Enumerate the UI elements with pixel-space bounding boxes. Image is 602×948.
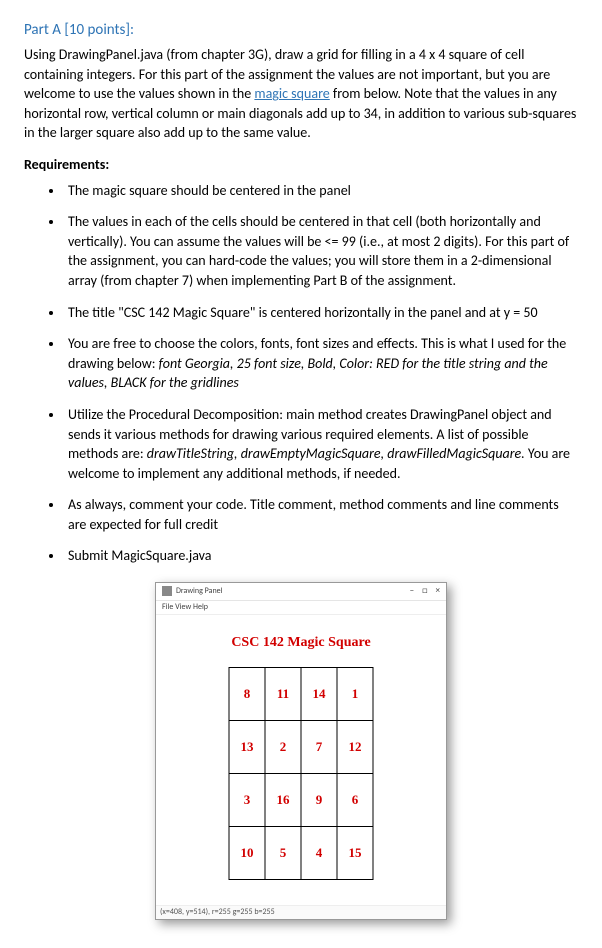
panel-menu[interactable]: File View Help — [156, 601, 446, 615]
grid-cell: 5 — [265, 826, 301, 879]
list-item: As always, comment your code. Title comm… — [64, 495, 578, 534]
magic-square-link[interactable]: magic square — [254, 85, 329, 102]
minimize-button[interactable]: – — [410, 585, 414, 598]
grid-cell: 15 — [337, 826, 373, 879]
requirements-heading: Requirements: — [24, 155, 578, 175]
grid-cell: 1 — [337, 667, 373, 720]
close-button[interactable]: × — [436, 585, 440, 598]
list-item-italic: drawTitleString, drawEmptyMagicSquare, d… — [147, 445, 525, 462]
window-title: Drawing Panel — [176, 586, 222, 597]
list-item-text: The title "CSC 142 Magic Square" is cent… — [68, 304, 538, 321]
list-item-text: As always, comment your code. Title comm… — [68, 496, 559, 533]
grid-cell: 2 — [265, 720, 301, 773]
panel-status-bar: (x=408, y=514), r=255 g=255 b=255 — [156, 905, 446, 919]
app-icon — [162, 586, 172, 596]
grid-row: 13 2 7 12 — [229, 720, 373, 773]
grid-cell: 16 — [265, 773, 301, 826]
list-item-text: Submit MagicSquare.java — [68, 547, 212, 564]
grid-cell: 6 — [337, 773, 373, 826]
grid-row: 3 16 9 6 — [229, 773, 373, 826]
grid-cell: 13 — [229, 720, 265, 773]
grid-row: 8 11 14 1 — [229, 667, 373, 720]
grid-cell: 8 — [229, 667, 265, 720]
requirements-list: The magic square should be centered in t… — [24, 181, 578, 567]
drawing-panel-window: Drawing Panel – □ × File View Help CSC 1… — [155, 582, 447, 920]
grid-cell: 9 — [301, 773, 337, 826]
grid-cell: 14 — [301, 667, 337, 720]
grid-cell: 11 — [265, 667, 301, 720]
panel-canvas: CSC 142 Magic Square 8 11 14 1 13 2 7 12… — [156, 615, 446, 905]
grid-cell: 10 — [229, 826, 265, 879]
list-item-text: The magic square should be centered in t… — [68, 182, 351, 199]
list-item: The magic square should be centered in t… — [64, 181, 578, 201]
list-item: The values in each of the cells should b… — [64, 212, 578, 290]
list-item: The title "CSC 142 Magic Square" is cent… — [64, 303, 578, 323]
panel-title: CSC 142 Magic Square — [156, 633, 446, 653]
maximize-button[interactable]: □ — [422, 585, 427, 598]
intro-paragraph: Using DrawingPanel.java (from chapter 3G… — [24, 45, 578, 143]
list-item-text: The values in each of the cells should b… — [68, 213, 569, 289]
list-item: Submit MagicSquare.java — [64, 546, 578, 566]
list-item: Utilize the Procedural Decomposition: ma… — [64, 405, 578, 483]
grid-row: 10 5 4 15 — [229, 826, 373, 879]
grid-cell: 7 — [301, 720, 337, 773]
grid-cell: 4 — [301, 826, 337, 879]
part-heading: Part A [10 points]: — [24, 20, 578, 41]
panel-titlebar: Drawing Panel – □ × — [156, 583, 446, 601]
magic-square-grid: 8 11 14 1 13 2 7 12 3 16 9 6 10 5 4 15 — [229, 667, 374, 880]
grid-cell: 12 — [337, 720, 373, 773]
grid-cell: 3 — [229, 773, 265, 826]
list-item: You are free to choose the colors, fonts… — [64, 334, 578, 393]
